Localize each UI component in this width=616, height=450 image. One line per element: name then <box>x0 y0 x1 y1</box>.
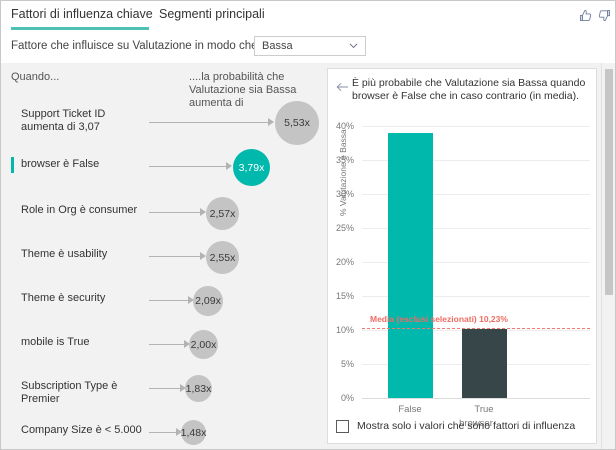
influencer-bubble[interactable]: 1,48x <box>181 420 206 445</box>
detail-chart-panel: È più probabile che Valutazione sia Bass… <box>327 68 597 444</box>
gridline <box>362 194 590 195</box>
connector-arrow <box>184 340 190 348</box>
influencer-label: browser è False <box>21 158 100 170</box>
influencer-bubble[interactable]: 2,00x <box>189 330 218 359</box>
y-axis-label: % Valutazione è Bassa <box>338 129 348 216</box>
influencer-bubble[interactable]: 2,57x <box>206 197 239 230</box>
connector-arrow <box>200 252 206 260</box>
influencer-bubble[interactable]: 2,09x <box>193 286 223 316</box>
influencer-bubble[interactable]: 2,55x <box>206 241 239 274</box>
chart-caption: È più probabile che Valutazione sia Bass… <box>352 77 586 102</box>
connector-arrow <box>226 162 232 170</box>
influencer-row[interactable]: Role in Org è consumer 2,57x <box>1 191 323 235</box>
influencer-label: Theme è usability <box>21 248 108 260</box>
influencer-label: Support Ticket ID aumenta di 3,07 <box>21 108 106 133</box>
influencer-bubble[interactable]: 5,53x <box>275 101 319 145</box>
connector-arrow <box>180 384 186 392</box>
y-tick-label: 10% <box>335 325 354 335</box>
influencer-value: 1,83x <box>185 382 212 395</box>
column-header-probability: ....la probabilità che Valutazione sia B… <box>189 71 297 109</box>
y-tick-label: 0% <box>340 393 354 403</box>
tab-key-influencers[interactable]: Fattori di influenza chiave <box>11 7 153 21</box>
influencer-value: 2,09x <box>195 295 221 307</box>
visual-body: Quando... ....la probabilità che Valutaz… <box>1 63 615 449</box>
influencer-label: Role in Org è consumer <box>21 204 138 216</box>
influencer-value: 2,57x <box>209 207 236 220</box>
gridline <box>362 160 590 161</box>
influencer-row[interactable]: Theme è usability 2,55x <box>1 235 323 279</box>
checkbox-box[interactable] <box>336 419 349 433</box>
influencer-row[interactable]: Subscription Type è Premier 1,83x <box>1 367 323 411</box>
visual-header: Fattori di influenza chiave Segmenti pri… <box>1 1 615 33</box>
selected-row-marker <box>11 157 14 173</box>
influencer-label: mobile is True <box>21 336 90 348</box>
filter-row: Fattore che influisce su Valutazione in … <box>1 33 615 63</box>
influencer-row[interactable]: mobile is True 2,00x <box>1 323 323 367</box>
influencer-bubble[interactable]: 1,83x <box>185 375 212 402</box>
y-tick-label: 30% <box>335 189 354 199</box>
connector-line <box>149 256 201 257</box>
bar-true[interactable] <box>462 329 507 398</box>
chevron-down-icon <box>349 43 358 49</box>
connector-line <box>149 212 201 213</box>
y-tick-label: 5% <box>340 359 354 369</box>
connector-arrow <box>176 428 182 436</box>
gridline <box>362 296 590 297</box>
influencers-list: Quando... ....la probabilità che Valutaz… <box>1 63 323 449</box>
influencer-value: 2,00x <box>190 338 217 351</box>
influencer-row[interactable]: Theme è security 2,09x <box>1 279 323 323</box>
connector-line <box>149 122 269 123</box>
influencer-value: 3,79x <box>238 161 265 174</box>
influencer-bubble-selected[interactable]: 3,79x <box>233 149 270 186</box>
thumbs-down-icon[interactable] <box>597 9 611 23</box>
influencer-value: 2,55x <box>209 251 236 264</box>
y-tick-label: 25% <box>335 223 354 233</box>
influencer-label: Theme è security <box>21 292 106 304</box>
influencer-value: 5,53x <box>284 117 310 129</box>
gridline <box>362 126 590 127</box>
checkbox-label: Mostra solo i valori che sono fattori di… <box>357 420 576 432</box>
bar-chart-plot: % Valutazione è Bassa 40% 35% 30% 25% 20… <box>336 121 590 429</box>
influencer-row[interactable]: Company Size è < 5.000 1,48x <box>1 411 323 449</box>
influencer-label: Subscription Type è Premier <box>21 380 118 405</box>
vertical-scrollbar-thumb[interactable] <box>605 69 613 295</box>
bar-false[interactable] <box>388 133 433 398</box>
thumbs-up-icon[interactable] <box>579 9 593 23</box>
vertical-scrollbar-track[interactable] <box>601 63 615 449</box>
connector-arrow <box>200 208 206 216</box>
connector-arrow <box>268 118 274 126</box>
tab-active-underline <box>11 27 149 30</box>
connector-line <box>149 300 189 301</box>
influencer-row[interactable]: Support Ticket ID aumenta di 3,07 5,53x <box>1 101 323 145</box>
x-axis-label: browser <box>459 418 493 429</box>
x-tick-label-true: True <box>474 404 494 415</box>
influencer-label: Company Size è < 5.000 <box>21 424 142 436</box>
y-tick-label: 20% <box>335 257 354 267</box>
connector-line <box>149 344 185 345</box>
connector-line <box>149 166 227 167</box>
average-line <box>362 328 590 329</box>
column-header-when: Quando... <box>11 71 60 83</box>
gridline <box>362 262 590 263</box>
y-tick-label: 35% <box>335 155 354 165</box>
connector-line <box>149 432 177 433</box>
back-arrow-icon[interactable] <box>336 82 349 92</box>
gridline <box>362 228 590 229</box>
filter-label: Fattore che influisce su Valutazione in … <box>11 40 276 52</box>
connector-line <box>149 388 181 389</box>
x-tick-label-false: False <box>398 404 422 415</box>
average-line-label: Media (esclusi selezionati) 10,23% <box>370 314 508 324</box>
filter-selected-value: Bassa <box>262 40 293 52</box>
x-axis-line <box>362 398 590 399</box>
y-tick-label: 15% <box>335 291 354 301</box>
influencer-row[interactable]: browser è False 3,79x <box>1 145 323 189</box>
filter-select[interactable]: Bassa <box>254 36 366 56</box>
influencer-value: 1,48x <box>180 426 207 439</box>
connector-arrow <box>188 296 194 304</box>
y-tick-label: 40% <box>335 121 354 131</box>
show-only-influencers-checkbox[interactable]: Mostra solo i valori che sono fattori di… <box>336 417 590 435</box>
tab-top-segments[interactable]: Segmenti principali <box>159 7 265 21</box>
